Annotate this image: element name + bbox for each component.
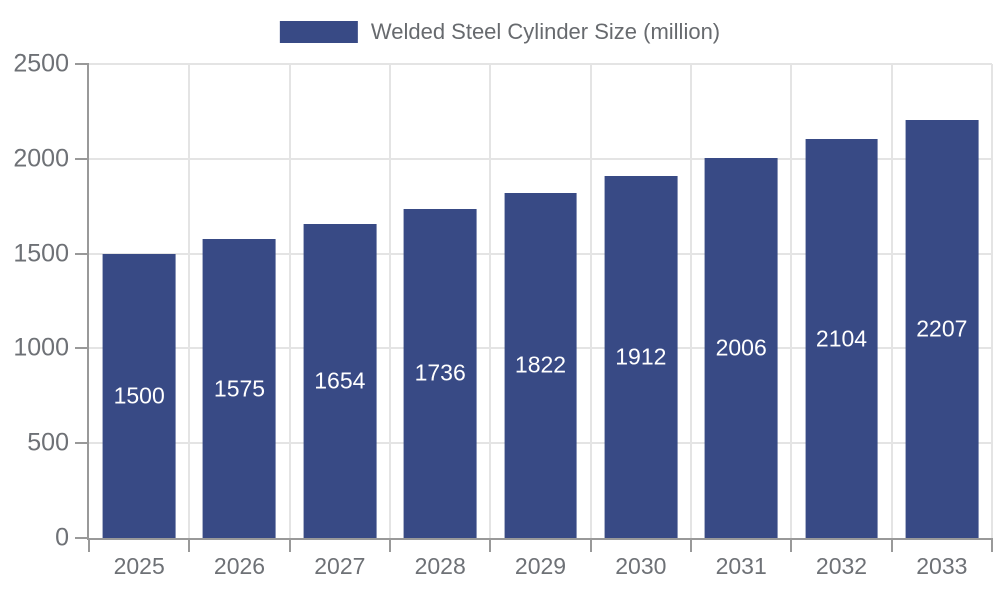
y-axis-label: 500 [27, 428, 69, 457]
gridline-vertical [991, 64, 993, 538]
y-axis-tick [75, 252, 89, 255]
y-axis-label: 2000 [13, 144, 69, 173]
bar-value-label: 2006 [715, 334, 767, 361]
bar-value-label: 1822 [514, 351, 567, 378]
x-axis-tick [388, 538, 391, 552]
bar[interactable]: 1654 [303, 224, 377, 538]
gridline-vertical [489, 64, 492, 538]
y-axis-label: 0 [55, 523, 69, 552]
gridline-vertical [589, 64, 592, 538]
x-axis-tick [288, 538, 291, 552]
x-axis-label: 2032 [815, 553, 868, 579]
bar[interactable]: 2104 [805, 139, 878, 538]
y-axis-label: 1000 [13, 333, 69, 362]
y-axis-label: 2500 [13, 49, 69, 78]
gridline-vertical [689, 64, 692, 538]
x-axis-label: 2026 [213, 553, 266, 579]
bar-value-label: 1575 [213, 375, 266, 402]
x-axis-label: 2033 [916, 553, 968, 579]
x-axis-tick [88, 538, 90, 552]
bar[interactable]: 1575 [203, 239, 276, 538]
legend-swatch [279, 21, 358, 43]
gridline-horizontal [89, 157, 992, 160]
bar-value-label: 1500 [113, 382, 165, 409]
bar[interactable]: 1822 [504, 192, 577, 538]
x-axis-label: 2027 [314, 553, 366, 579]
plot-area: 0 500 1000 1500 2000 2500 2025 2026 2027 2028 2029… [13, 51, 993, 578]
x-axis-tick [589, 538, 592, 552]
bar-value-label: 1912 [615, 343, 667, 370]
y-axis-tick [75, 537, 89, 539]
y-axis-tick [75, 347, 89, 350]
x-axis-label: 2029 [514, 553, 567, 579]
bar[interactable]: 2207 [905, 119, 979, 538]
x-axis-label: 2028 [414, 553, 466, 579]
x-axis-tick [991, 538, 993, 552]
x-axis-tick [188, 538, 191, 552]
bar[interactable]: 1912 [604, 175, 678, 538]
bar-value-label: 2207 [916, 315, 968, 342]
y-axis-tick [75, 442, 89, 445]
gridline-horizontal [89, 63, 992, 65]
legend-label: Welded Steel Cylinder Size (million) [370, 19, 721, 44]
gridline-vertical [388, 64, 391, 538]
x-axis-label: 2031 [715, 553, 767, 579]
gridline-vertical [288, 64, 291, 538]
bar-value-label: 1654 [314, 367, 366, 394]
bar[interactable]: 1500 [102, 253, 176, 538]
y-axis-tick [75, 63, 89, 65]
x-axis-tick [890, 538, 893, 552]
bar-value-label: 2104 [815, 325, 868, 352]
x-axis-tick [489, 538, 492, 552]
x-axis-tick [689, 538, 692, 552]
x-axis-tick [790, 538, 793, 552]
legend-item[interactable]: Welded Steel Cylinder Size (million) [279, 19, 721, 45]
y-axis-tick [75, 157, 89, 160]
bar-value-label: 1736 [414, 359, 466, 386]
gridline-vertical [188, 64, 191, 538]
gridline-vertical [890, 64, 893, 538]
x-axis-label: 2025 [113, 553, 165, 579]
x-axis-label: 2030 [615, 553, 667, 579]
gridline-vertical [790, 64, 793, 538]
bar[interactable]: 1736 [403, 208, 477, 538]
y-axis-label: 1500 [13, 239, 69, 268]
bar[interactable]: 2006 [704, 157, 778, 538]
